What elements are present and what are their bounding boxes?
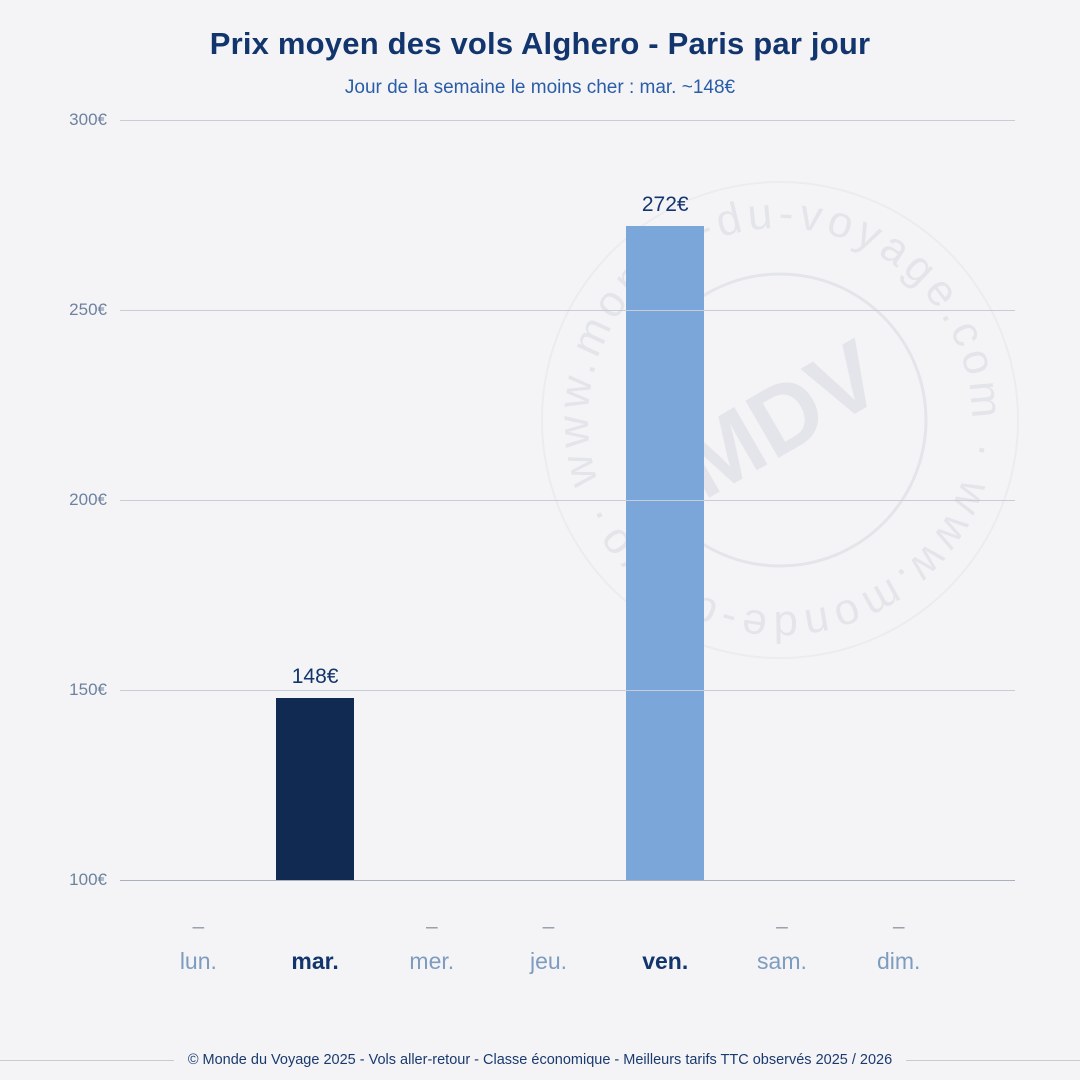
y-axis-label-300: 300€ — [69, 110, 107, 129]
x-axis-labels: – lun. mar. – mer. – jeu. ven. – sam. – dim. — [140, 908, 957, 976]
no-data-marker-mer: – — [425, 915, 438, 938]
day-cell-dim: – dim. — [840, 908, 957, 976]
gridline-200 — [120, 500, 1015, 501]
day-cell-jeu: – jeu. — [490, 908, 607, 976]
y-axis-label-100: 100€ — [69, 870, 107, 889]
bar-mar[interactable]: 148€ — [276, 665, 355, 880]
bar-value-label-ven: 272€ — [641, 193, 689, 217]
day-cell-mar: mar. — [257, 908, 374, 976]
bar-value-label-mar: 148€ — [291, 664, 339, 688]
day-cell-ven: ven. — [607, 908, 724, 976]
y-axis-label-150: 150€ — [69, 680, 107, 699]
no-data-marker-dim: – — [892, 915, 905, 938]
gridline-250 — [120, 310, 1015, 311]
x-axis-label-jeu: jeu. — [529, 948, 568, 974]
x-axis-label-sam: sam. — [757, 948, 807, 974]
no-data-marker-ven — [607, 908, 724, 946]
chart-subtitle: Jour de la semaine le moins cher : mar. … — [344, 77, 736, 98]
footer: © Monde du Voyage 2025 - Vols aller-reto… — [0, 1052, 1080, 1068]
x-axis-label-ven: ven. — [642, 948, 689, 974]
x-axis-label-mar: mar. — [291, 948, 339, 974]
x-axis-label-dim: dim. — [876, 948, 921, 974]
y-axis-label-200: 200€ — [69, 490, 107, 509]
column-mar: 148€ — [257, 120, 374, 880]
no-data-marker-sam: – — [776, 915, 788, 938]
x-axis-label-lun: lun. — [179, 948, 217, 974]
no-data-marker-mar — [257, 908, 374, 946]
footer-divider-right — [906, 1059, 1080, 1061]
no-data-marker-lun: – — [192, 915, 205, 938]
y-axis-label-250: 250€ — [69, 300, 107, 319]
x-axis-label-mer: mer. — [409, 948, 455, 974]
gridline-100 — [120, 880, 1015, 881]
day-cell-lun: – lun. — [140, 908, 257, 976]
day-cell-mer: – mer. — [373, 908, 490, 976]
gridline-150 — [120, 690, 1015, 691]
plot-area: 148€ 272€ 300€ 250€ 200€ 150€ 100€ — [69, 110, 1015, 889]
bar-ven[interactable]: 272€ — [626, 193, 705, 880]
chart-title: Prix moyen des vols Alghero - Paris par … — [209, 26, 871, 61]
day-cell-sam: – sam. — [724, 908, 841, 976]
bar-columns: 148€ 272€ — [140, 120, 957, 880]
column-ven: 272€ — [607, 120, 724, 880]
gridline-300 — [120, 120, 1015, 121]
no-data-marker-jeu: – — [542, 915, 555, 938]
footer-text: © Monde du Voyage 2025 - Vols aller-reto… — [187, 1052, 893, 1068]
footer-divider-left — [0, 1059, 174, 1061]
